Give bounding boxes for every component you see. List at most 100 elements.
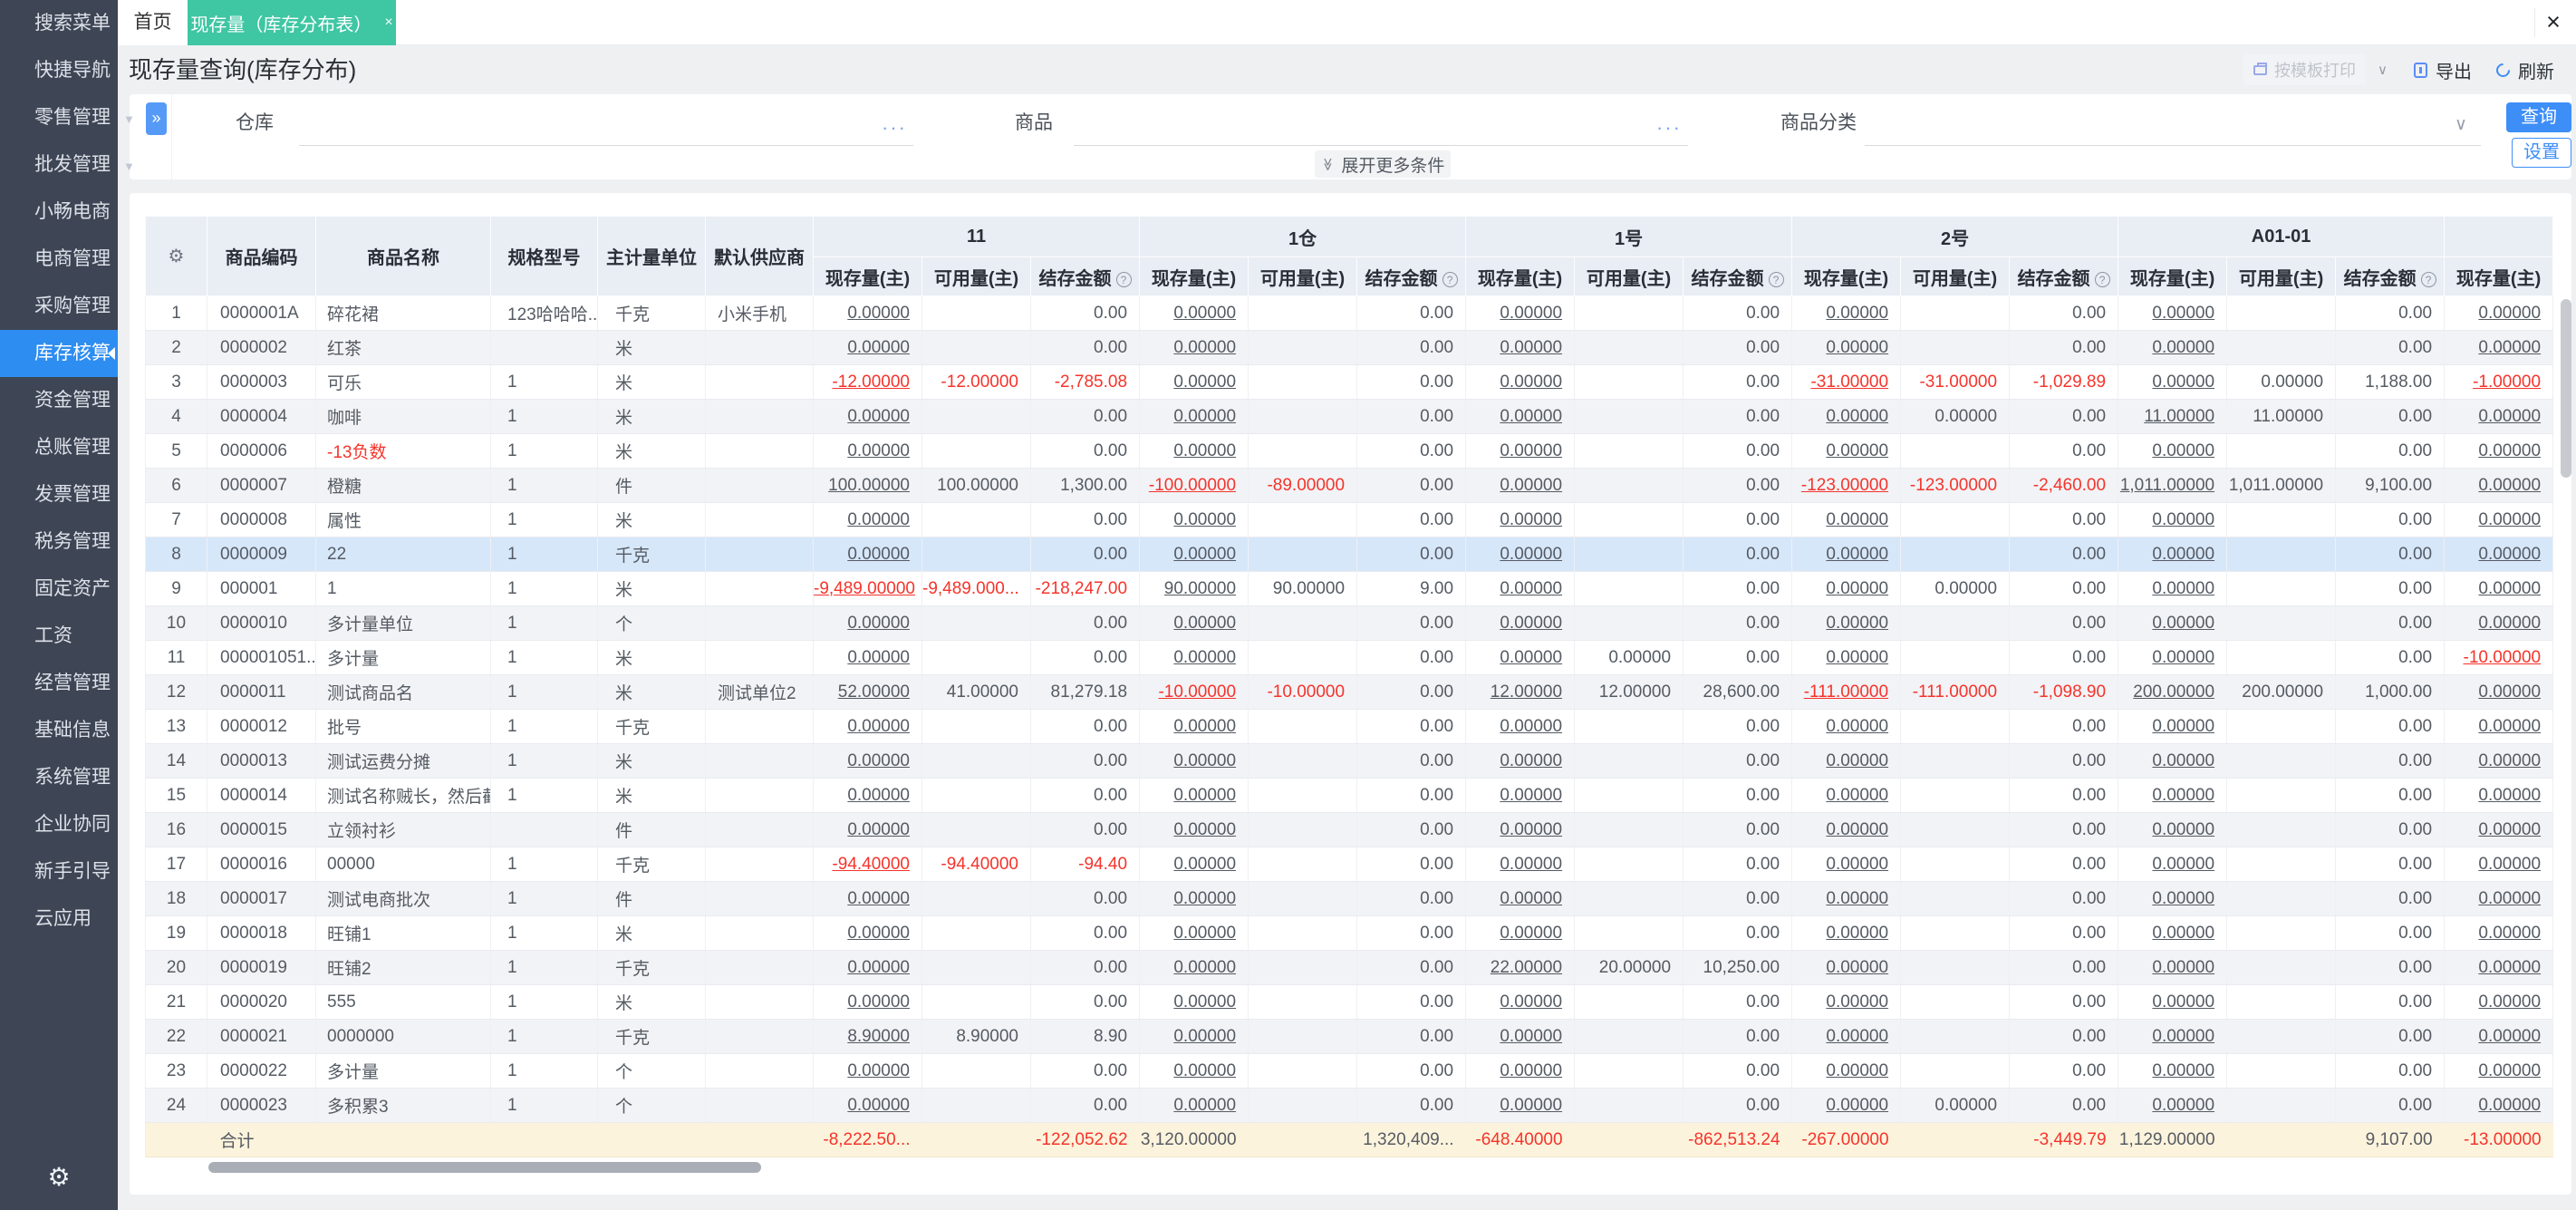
qty-link-cell[interactable]: 0.00000 [2118, 778, 2228, 813]
expand-more-conditions-button[interactable]: ≫ 展开更多条件 [1315, 150, 1451, 178]
table-row[interactable]: 3 0000003 可乐 1 米 -12.00000 -12.00000 -2,785.08 0… [145, 364, 2554, 400]
qty-link-cell[interactable]: 8.90000 [813, 1019, 922, 1054]
qty-link-cell[interactable]: 0.00000 [1139, 1088, 1249, 1123]
qty-link-cell[interactable]: 0.00000 [2444, 674, 2554, 710]
qty-link-cell[interactable]: 0.00000 [2444, 812, 2554, 847]
qty-link-cell[interactable]: 0.00000 [2444, 1053, 2554, 1089]
product-picker-icon[interactable]: ··· [1656, 116, 1682, 139]
qty-link-cell[interactable]: 0.00000 [2444, 984, 2554, 1020]
qty-link-cell[interactable]: -1.00000 [2444, 364, 2554, 400]
sidebar-item-9[interactable]: 总账管理 [34, 437, 111, 458]
qty-link-cell[interactable]: 0.00000 [813, 915, 922, 951]
qty-link-cell[interactable]: 0.00000 [2444, 502, 2554, 537]
qty-link-cell[interactable]: 0.00000 [1139, 950, 1249, 985]
sidebar-item-4[interactable]: 小畅电商 [34, 201, 111, 222]
qty-link-cell[interactable]: 0.00000 [813, 399, 922, 434]
qty-link-cell[interactable]: 0.00000 [1139, 812, 1249, 847]
table-row[interactable]: 1 0000001A 碎花裙 123哈哈哈... 千克 小米手机 0.00000 0.00 0.… [145, 295, 2554, 331]
qty-link-cell[interactable]: 0.00000 [1465, 812, 1576, 847]
qty-link-cell[interactable]: 0.00000 [2118, 1053, 2228, 1089]
qty-link-cell[interactable]: 0.00000 [1139, 881, 1249, 916]
help-icon[interactable]: ? [2094, 271, 2110, 287]
tab-active[interactable]: 现存量（库存分布表） × [188, 0, 396, 45]
qty-link-cell[interactable]: 52.00000 [813, 674, 922, 710]
qty-link-cell[interactable]: 0.00000 [1791, 433, 1902, 469]
qty-link-cell[interactable]: 0.00000 [813, 537, 922, 572]
qty-link-cell[interactable]: 0.00000 [1139, 709, 1249, 744]
qty-link-cell[interactable]: 0.00000 [1465, 399, 1576, 434]
sidebar-item-15[interactable]: 基础信息 [34, 720, 111, 741]
qty-link-cell[interactable]: 0.00000 [2444, 778, 2554, 813]
qty-link-cell[interactable]: 0.00000 [1465, 364, 1576, 400]
qty-link-cell[interactable]: 0.00000 [813, 950, 922, 985]
qty-link-cell[interactable]: 0.00000 [1465, 640, 1576, 675]
qty-link-cell[interactable]: 0.00000 [1791, 812, 1902, 847]
table-row[interactable]: 23 0000022 多计量 1 个 0.00000 0.00 0.00000 0.00 0.00… [145, 1053, 2554, 1089]
qty-link-cell[interactable]: 0.00000 [1465, 537, 1576, 572]
qty-link-cell[interactable]: 0.00000 [1139, 605, 1249, 641]
qty-link-cell[interactable]: 0.00000 [1465, 571, 1576, 606]
sidebar-item-7[interactable]: 库存核算 [0, 330, 118, 377]
qty-link-cell[interactable]: 0.00000 [813, 295, 922, 331]
qty-link-cell[interactable]: 0.00000 [1139, 984, 1249, 1020]
qty-link-cell[interactable]: 0.00000 [2118, 295, 2228, 331]
qty-link-cell[interactable]: 0.00000 [813, 640, 922, 675]
qty-link-cell[interactable]: 0.00000 [2444, 295, 2554, 331]
settings-button[interactable]: 设置 [2512, 138, 2571, 168]
qty-link-cell[interactable]: 0.00000 [813, 1088, 922, 1123]
qty-link-cell[interactable]: 0.00000 [1791, 537, 1902, 572]
qty-link-cell[interactable]: 0.00000 [1791, 502, 1902, 537]
horizontal-scrollbar[interactable] [208, 1162, 761, 1173]
qty-link-cell[interactable]: 0.00000 [2118, 984, 2228, 1020]
table-row[interactable]: 5 0000006 -13负数 1 米 0.00000 0.00 0.00000 0.00 0.0… [145, 433, 2554, 469]
help-icon[interactable]: ? [1768, 271, 1784, 287]
table-row[interactable]: 11 000001051... 多计量 1 米 0.00000 0.00 0.00000 0.0… [145, 640, 2554, 675]
qty-link-cell[interactable]: -123.00000 [1791, 468, 1902, 503]
column-settings-gear-icon[interactable]: ⚙ [168, 247, 185, 266]
qty-link-cell[interactable]: 0.00000 [813, 984, 922, 1020]
qty-link-cell[interactable]: 0.00000 [813, 881, 922, 916]
window-close-icon[interactable]: × [2546, 8, 2561, 35]
qty-link-cell[interactable]: 0.00000 [1791, 1053, 1902, 1089]
sidebar-item-19[interactable]: 云应用 [34, 908, 92, 929]
sidebar-item-16[interactable]: 系统管理 [34, 767, 111, 788]
qty-link-cell[interactable]: -111.00000 [1791, 674, 1902, 710]
qty-link-cell[interactable]: 0.00000 [1139, 1053, 1249, 1089]
qty-link-cell[interactable]: 0.00000 [1465, 1019, 1576, 1054]
qty-link-cell[interactable]: 0.00000 [2118, 915, 2228, 951]
export-button[interactable]: 导出 [2414, 57, 2472, 83]
qty-link-cell[interactable]: 0.00000 [1139, 399, 1249, 434]
help-icon[interactable]: ? [1115, 271, 1132, 287]
sidebar-item-0[interactable]: 搜索菜单 [34, 13, 111, 34]
qty-link-cell[interactable]: -100.00000 [1139, 468, 1249, 503]
qty-link-cell[interactable]: 0.00000 [2118, 640, 2228, 675]
qty-link-cell[interactable]: -12.00000 [813, 364, 922, 400]
table-row[interactable]: 18 0000017 测试电商批次 1 件 0.00000 0.00 0.00000 0.00 0… [145, 881, 2554, 916]
qty-link-cell[interactable]: 0.00000 [1139, 847, 1249, 882]
sidebar-item-11[interactable]: 税务管理 [34, 531, 111, 552]
qty-link-cell[interactable]: 0.00000 [2444, 743, 2554, 779]
table-row[interactable]: 7 0000008 属性 1 米 0.00000 0.00 0.00000 0.00 0.0000… [145, 502, 2554, 537]
qty-link-cell[interactable]: 0.00000 [2118, 330, 2228, 365]
vertical-scrollbar[interactable] [2561, 299, 2571, 478]
search-button[interactable]: 查询 [2506, 102, 2571, 132]
qty-link-cell[interactable]: 12.00000 [1465, 674, 1576, 710]
qty-link-cell[interactable]: 0.00000 [1791, 881, 1902, 916]
qty-link-cell[interactable]: -9,489.00000 [813, 571, 922, 606]
table-row[interactable]: 16 0000015 立领衬衫件 0.00000 0.00 0.00000 0.00 0.00… [145, 812, 2554, 847]
qty-link-cell[interactable]: 0.00000 [1465, 915, 1576, 951]
sidebar-item-18[interactable]: 新手引导 [34, 861, 111, 882]
qty-link-cell[interactable]: 0.00000 [1791, 778, 1902, 813]
sidebar-item-1[interactable]: 快捷导航 [34, 60, 111, 81]
qty-link-cell[interactable]: 0.00000 [2118, 847, 2228, 882]
qty-link-cell[interactable]: 0.00000 [2118, 605, 2228, 641]
qty-link-cell[interactable]: 0.00000 [1791, 950, 1902, 985]
tab-close-icon[interactable]: × [384, 15, 393, 30]
qty-link-cell[interactable]: 0.00000 [813, 778, 922, 813]
qty-link-cell[interactable]: 0.00000 [1139, 295, 1249, 331]
qty-link-cell[interactable]: 0.00000 [2444, 330, 2554, 365]
category-caret-icon[interactable]: ∨ [2455, 115, 2467, 134]
qty-link-cell[interactable]: 0.00000 [2444, 1019, 2554, 1054]
qty-link-cell[interactable]: 0.00000 [813, 502, 922, 537]
table-row[interactable]: 17 0000016 00000 1 千克 -94.40000 -94.40000 -94.4… [145, 847, 2554, 882]
